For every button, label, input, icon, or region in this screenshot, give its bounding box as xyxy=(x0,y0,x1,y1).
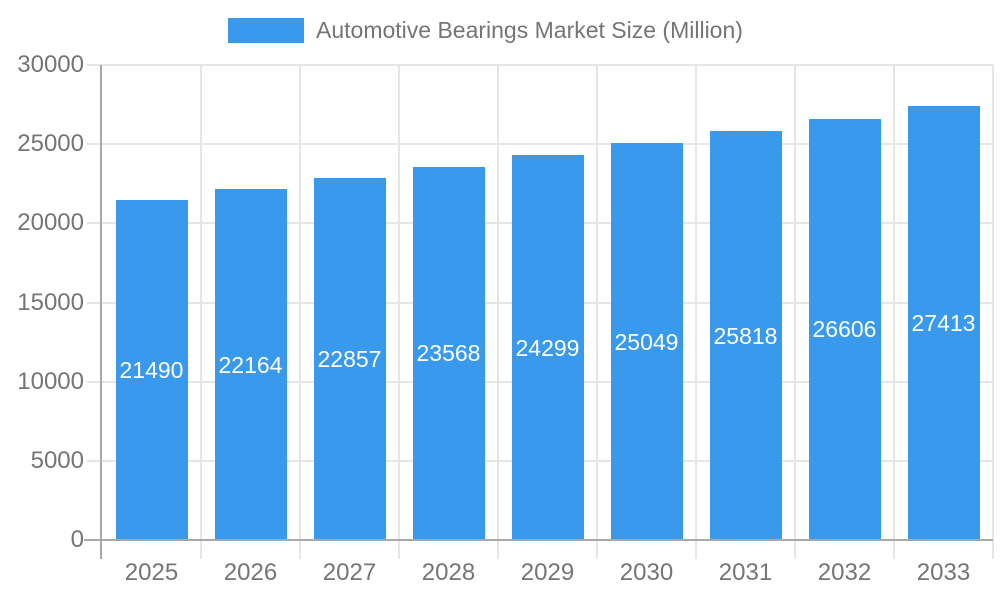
x-axis-tick-label: 2030 xyxy=(619,559,674,586)
x-axis-tick-label: 2026 xyxy=(223,559,278,586)
bar-value-label: 25818 xyxy=(713,322,778,349)
x-axis-tick-label: 2029 xyxy=(520,559,575,586)
bar-2030[interactable]: 25049 xyxy=(610,143,683,540)
y-axis-tick-label: 25000 xyxy=(17,130,84,158)
bar-value-label: 24299 xyxy=(515,334,580,361)
legend-swatch xyxy=(228,18,304,43)
gridline-horizontal xyxy=(87,64,993,66)
bar-2028[interactable]: 23568 xyxy=(412,166,485,540)
bar-value-label: 22164 xyxy=(218,351,283,378)
gridline-vertical xyxy=(893,65,895,559)
bar-2027[interactable]: 22857 xyxy=(313,178,386,540)
x-axis-tick-label: 2031 xyxy=(718,559,773,586)
bar-2029[interactable]: 24299 xyxy=(511,155,584,540)
legend[interactable]: Automotive Bearings Market Size (Million… xyxy=(228,17,743,44)
bar-2025[interactable]: 21490 xyxy=(115,199,188,540)
gridline-vertical xyxy=(398,65,400,559)
y-axis-tick-label: 10000 xyxy=(17,367,84,395)
y-axis-line xyxy=(100,65,102,559)
x-axis-tick-label: 2028 xyxy=(421,559,476,586)
bar-2032[interactable]: 26606 xyxy=(808,118,881,540)
bar-value-label: 25049 xyxy=(614,328,679,355)
bar-value-label: 27413 xyxy=(911,309,976,336)
bar-value-label: 23568 xyxy=(416,340,481,367)
x-axis-line xyxy=(84,539,993,541)
y-axis-tick-label: 0 xyxy=(70,526,84,553)
bar-value-label: 26606 xyxy=(812,316,877,343)
bar-2031[interactable]: 25818 xyxy=(709,131,782,540)
bar-value-label: 21490 xyxy=(119,356,184,383)
bar-2026[interactable]: 22164 xyxy=(214,189,287,540)
x-axis-tick-label: 2027 xyxy=(322,559,377,586)
gridline-vertical xyxy=(299,65,301,559)
gridline-vertical xyxy=(794,65,796,559)
y-axis-tick-label: 30000 xyxy=(17,51,84,78)
y-axis-tick-label: 20000 xyxy=(17,209,84,237)
y-axis-tick-label: 15000 xyxy=(17,288,84,316)
gridline-vertical xyxy=(695,65,697,559)
gridline-vertical xyxy=(200,65,202,559)
legend-label: Automotive Bearings Market Size (Million… xyxy=(316,17,743,43)
y-axis-tick-label: 5000 xyxy=(30,446,84,474)
bar-2033[interactable]: 27413 xyxy=(907,105,980,540)
x-axis-tick-label: 2032 xyxy=(817,559,872,586)
gridline-horizontal xyxy=(87,143,993,146)
bar-value-label: 22857 xyxy=(317,346,382,373)
gridline-vertical xyxy=(596,65,598,559)
gridline-vertical xyxy=(992,65,994,559)
x-axis-tick-label: 2025 xyxy=(124,559,179,586)
x-axis-tick-label: 2033 xyxy=(916,559,971,586)
gridline-vertical xyxy=(497,65,499,559)
